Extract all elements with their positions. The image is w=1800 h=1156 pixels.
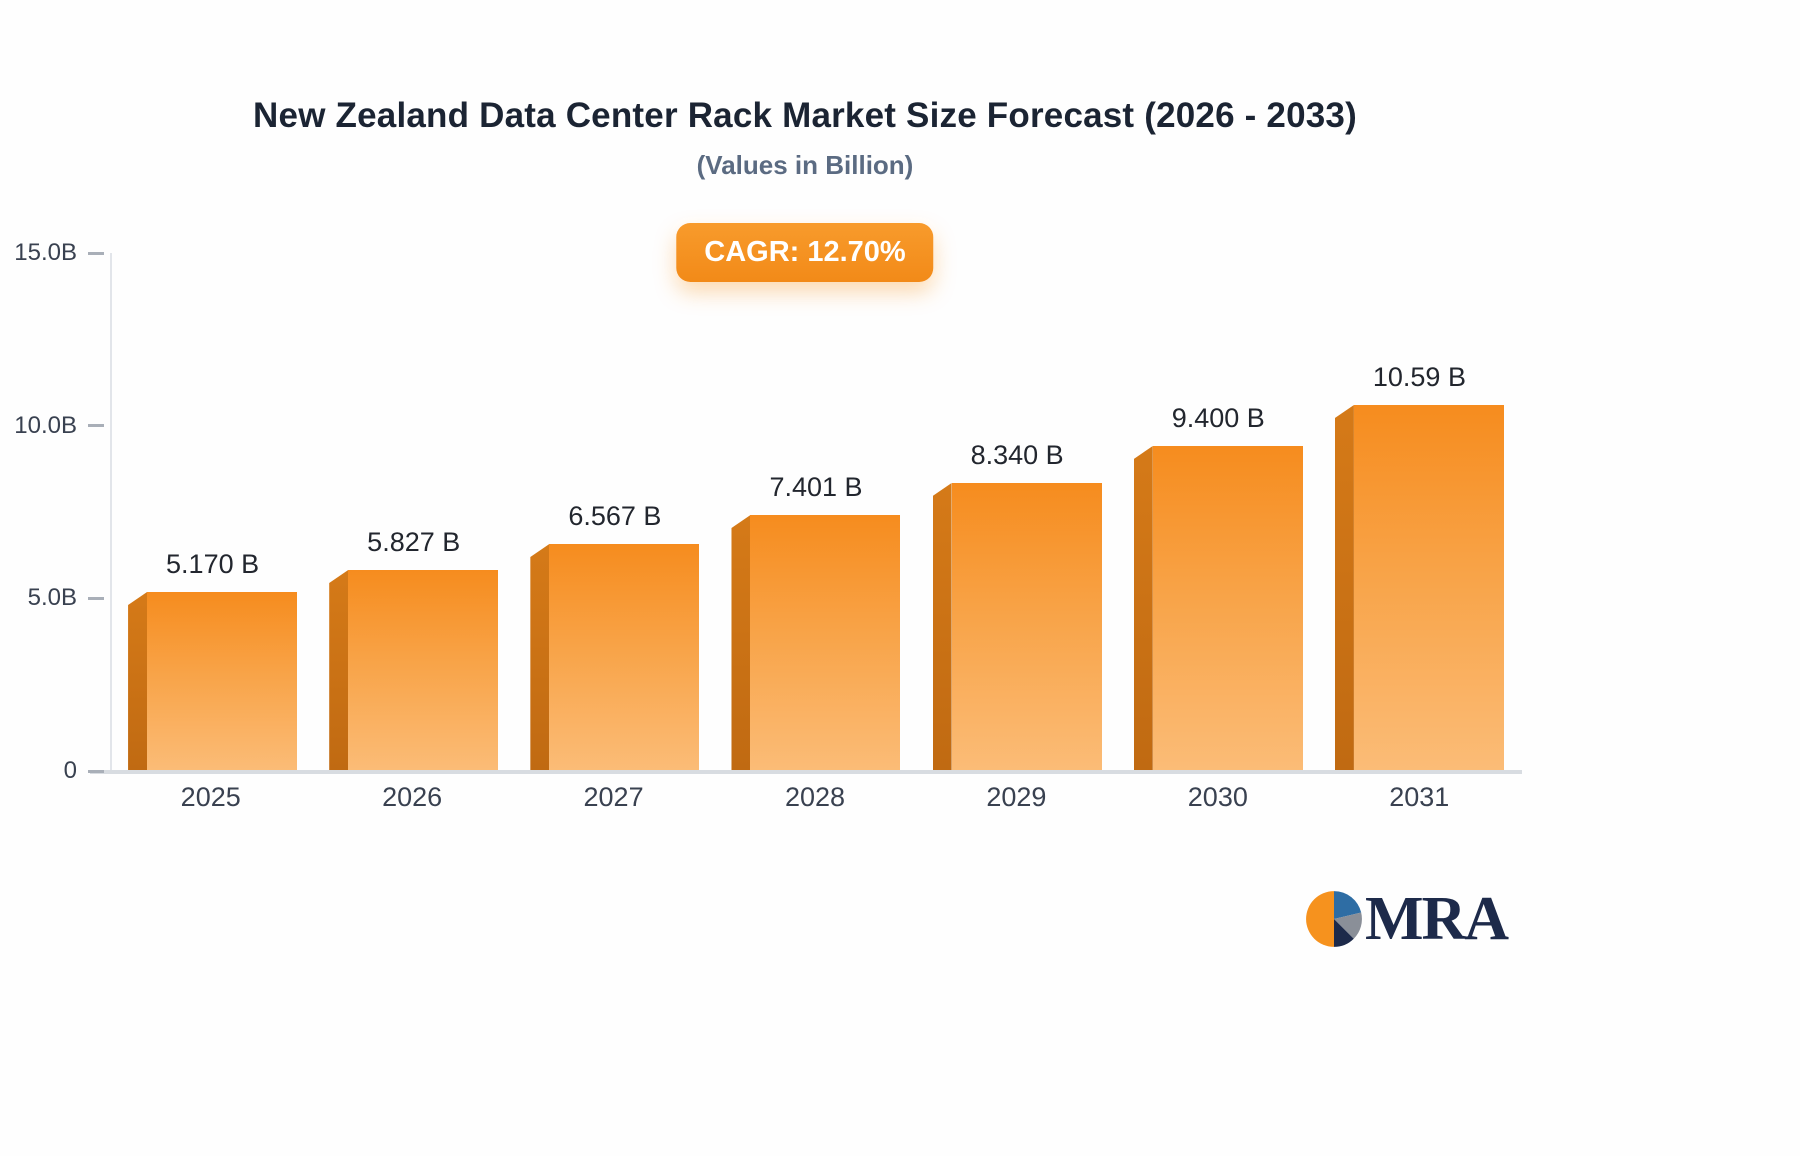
x-axis-label: 2027 bbox=[583, 782, 644, 812]
mra-logo-pie-icon bbox=[1306, 891, 1362, 947]
bar-front-face bbox=[1152, 446, 1303, 771]
x-axis-label: 2025 bbox=[180, 782, 241, 812]
x-axis-label: 2030 bbox=[1187, 782, 1248, 812]
bar bbox=[530, 544, 700, 771]
y-axis-tick: 10.0B bbox=[0, 412, 104, 440]
bar-side-face bbox=[530, 544, 550, 771]
x-axis-label: 2029 bbox=[986, 782, 1047, 812]
bar-front-face bbox=[549, 544, 700, 771]
bar bbox=[128, 592, 298, 771]
chart-subtitle: (Values in Billion) bbox=[696, 150, 914, 180]
bar-value-label: 8.340 B bbox=[970, 440, 1064, 470]
bar-group: 5.827 B bbox=[313, 253, 514, 771]
bar-side-face bbox=[932, 483, 952, 771]
bar-group: 8.340 B bbox=[917, 253, 1118, 771]
bar-side-face bbox=[731, 515, 751, 771]
y-axis-tick-label: 10.0B bbox=[14, 411, 77, 439]
plot-area: 5.170 B 5.827 B 6.567 B 7.401 B 8.340 B 9.400… bbox=[14, 239, 1522, 784]
y-axis-tick-label: 0 bbox=[63, 757, 77, 784]
y-axis-tick-label: 5.0B bbox=[27, 584, 77, 612]
bar bbox=[932, 483, 1102, 771]
bars-row: 5.170 B 5.827 B 6.567 B 7.401 B 8.340 B 9.400… bbox=[112, 253, 1520, 771]
x-axis-line bbox=[90, 770, 1522, 774]
bar-group: 6.567 B bbox=[514, 253, 715, 771]
bar-side-face bbox=[1334, 405, 1354, 771]
bar-value-label: 9.400 B bbox=[1171, 403, 1265, 433]
mra-logo: MRA bbox=[1305, 885, 1509, 953]
bar-value-label: 10.59 B bbox=[1372, 362, 1466, 392]
bar-group: 9.400 B bbox=[1118, 253, 1319, 771]
chart-title: New Zealand Data Center Rack Market Size… bbox=[253, 96, 1357, 135]
bar-front-face bbox=[348, 570, 499, 771]
bar-side-face bbox=[1133, 446, 1153, 771]
bar bbox=[329, 570, 499, 771]
y-axis-tick-mark bbox=[88, 424, 104, 428]
y-axis-tick-mark bbox=[88, 596, 104, 600]
cagr-badge-label: CAGR: 12.70% bbox=[704, 236, 906, 268]
bar bbox=[731, 515, 901, 771]
x-axis-label: 2031 bbox=[1389, 782, 1450, 812]
bar-front-face bbox=[750, 515, 901, 771]
x-axis-label: 2026 bbox=[382, 782, 443, 812]
x-axis-labels: 2025 2026 2027 2028 2029 2030 2031 bbox=[110, 782, 1520, 813]
y-axis-tick: 15.0B bbox=[0, 239, 104, 267]
bar-side-face bbox=[128, 592, 148, 771]
y-axis-tick: 5.0B bbox=[0, 584, 104, 612]
bar-front-face bbox=[951, 483, 1102, 771]
bar-value-label: 7.401 B bbox=[769, 472, 863, 502]
y-axis-tick-label: 15.0B bbox=[14, 239, 77, 266]
y-axis-tick: 0 bbox=[0, 757, 104, 785]
bar-front-face bbox=[147, 592, 298, 771]
cagr-badge: CAGR: 12.70% bbox=[676, 223, 934, 282]
y-axis-tick-mark bbox=[88, 251, 104, 255]
bar bbox=[1133, 446, 1303, 771]
y-axis-tick-mark bbox=[88, 769, 104, 773]
bar-value-label: 5.827 B bbox=[367, 527, 461, 557]
mra-logo-text: MRA bbox=[1365, 885, 1509, 953]
bar-value-label: 6.567 B bbox=[568, 501, 662, 531]
bar-side-face bbox=[329, 570, 349, 771]
x-axis-label: 2028 bbox=[784, 782, 846, 812]
bar-value-label: 5.170 B bbox=[166, 549, 260, 579]
bar-group: 7.401 B bbox=[715, 253, 916, 771]
bar-front-face bbox=[1353, 405, 1504, 771]
bar bbox=[1334, 405, 1504, 771]
bar-group: 5.170 B bbox=[112, 253, 313, 771]
bar-group: 10.59 B bbox=[1319, 253, 1520, 771]
